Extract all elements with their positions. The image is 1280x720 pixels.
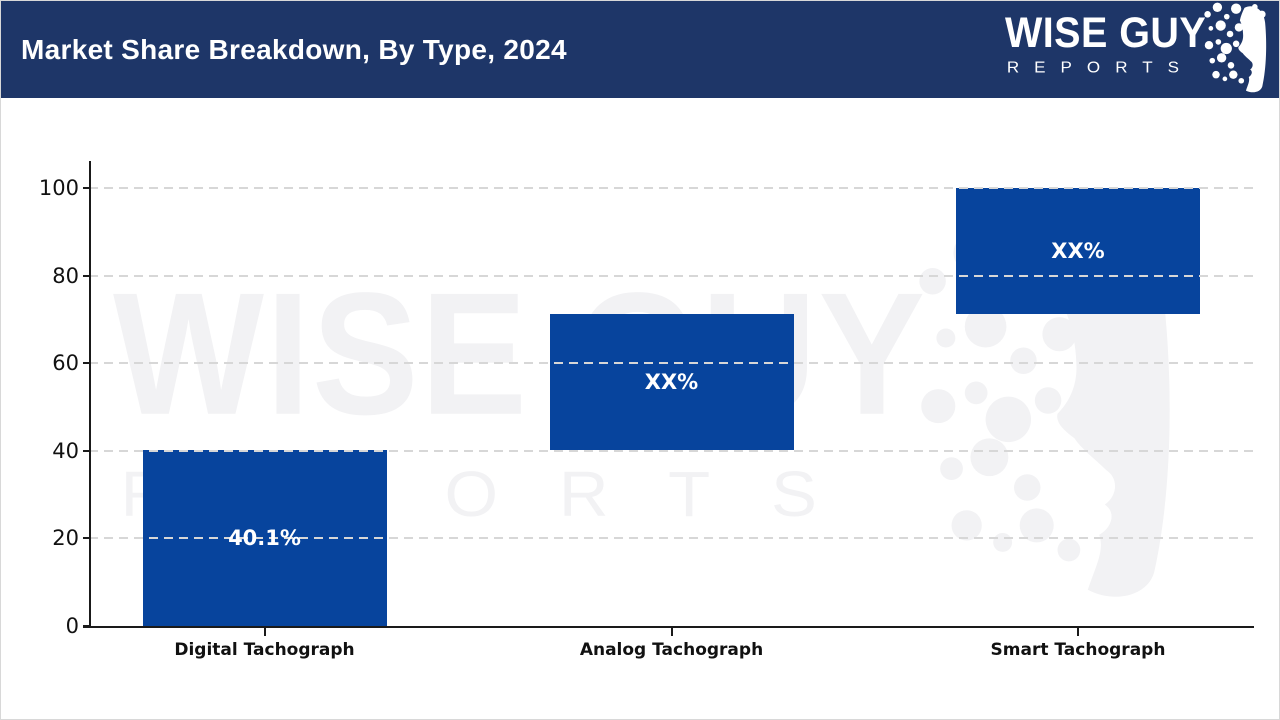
bar-value-label: XX%: [1051, 239, 1105, 264]
bar-value-label: XX%: [644, 370, 699, 395]
x-tick: [263, 628, 266, 636]
y-tick: [83, 274, 89, 277]
y-tick-label: 0: [65, 614, 79, 638]
y-tick: [83, 362, 89, 365]
x-axis-line: [83, 626, 1254, 628]
y-tick-label: 100: [38, 176, 79, 200]
gridline: [89, 362, 1254, 365]
y-tick-label: 80: [52, 263, 79, 288]
page-title: Market Share Breakdown, By Type, 2024: [21, 33, 567, 65]
y-tick-label: 40: [52, 438, 79, 463]
gridline: [89, 187, 1254, 189]
x-category-label: Analog Tachograph: [579, 640, 764, 660]
wiseguy-logo-icon: WISE GUY REPORTS: [1005, 2, 1267, 92]
y-tick: [83, 537, 89, 540]
y-tick-label: 60: [52, 351, 79, 376]
x-category-label: Digital Tachograph: [174, 640, 355, 660]
chart-area: 40.1% XX% XX% 0 20 40 60 80 100 Digital Tachograp…: [1, 98, 1279, 719]
y-tick-label: 20: [52, 526, 79, 551]
gridline: [89, 449, 1254, 452]
y-tick: [83, 449, 89, 452]
gridline: [89, 274, 1254, 277]
header-bar: Market Share Breakdown, By Type, 2024 WI…: [1, 1, 1279, 99]
x-tick: [1077, 628, 1079, 636]
bar-value-label: 40.1%: [228, 526, 301, 551]
y-axis-line: [89, 161, 91, 628]
y-tick: [83, 187, 89, 189]
gridline: [89, 537, 1254, 540]
bar-segment: [956, 188, 1200, 315]
bar-segment: [549, 314, 794, 451]
wiseguy-logo: WISE GUY REPORTS: [1005, 1, 1267, 99]
x-category-label: Smart Tachograph: [990, 640, 1166, 660]
x-tick: [670, 628, 673, 636]
